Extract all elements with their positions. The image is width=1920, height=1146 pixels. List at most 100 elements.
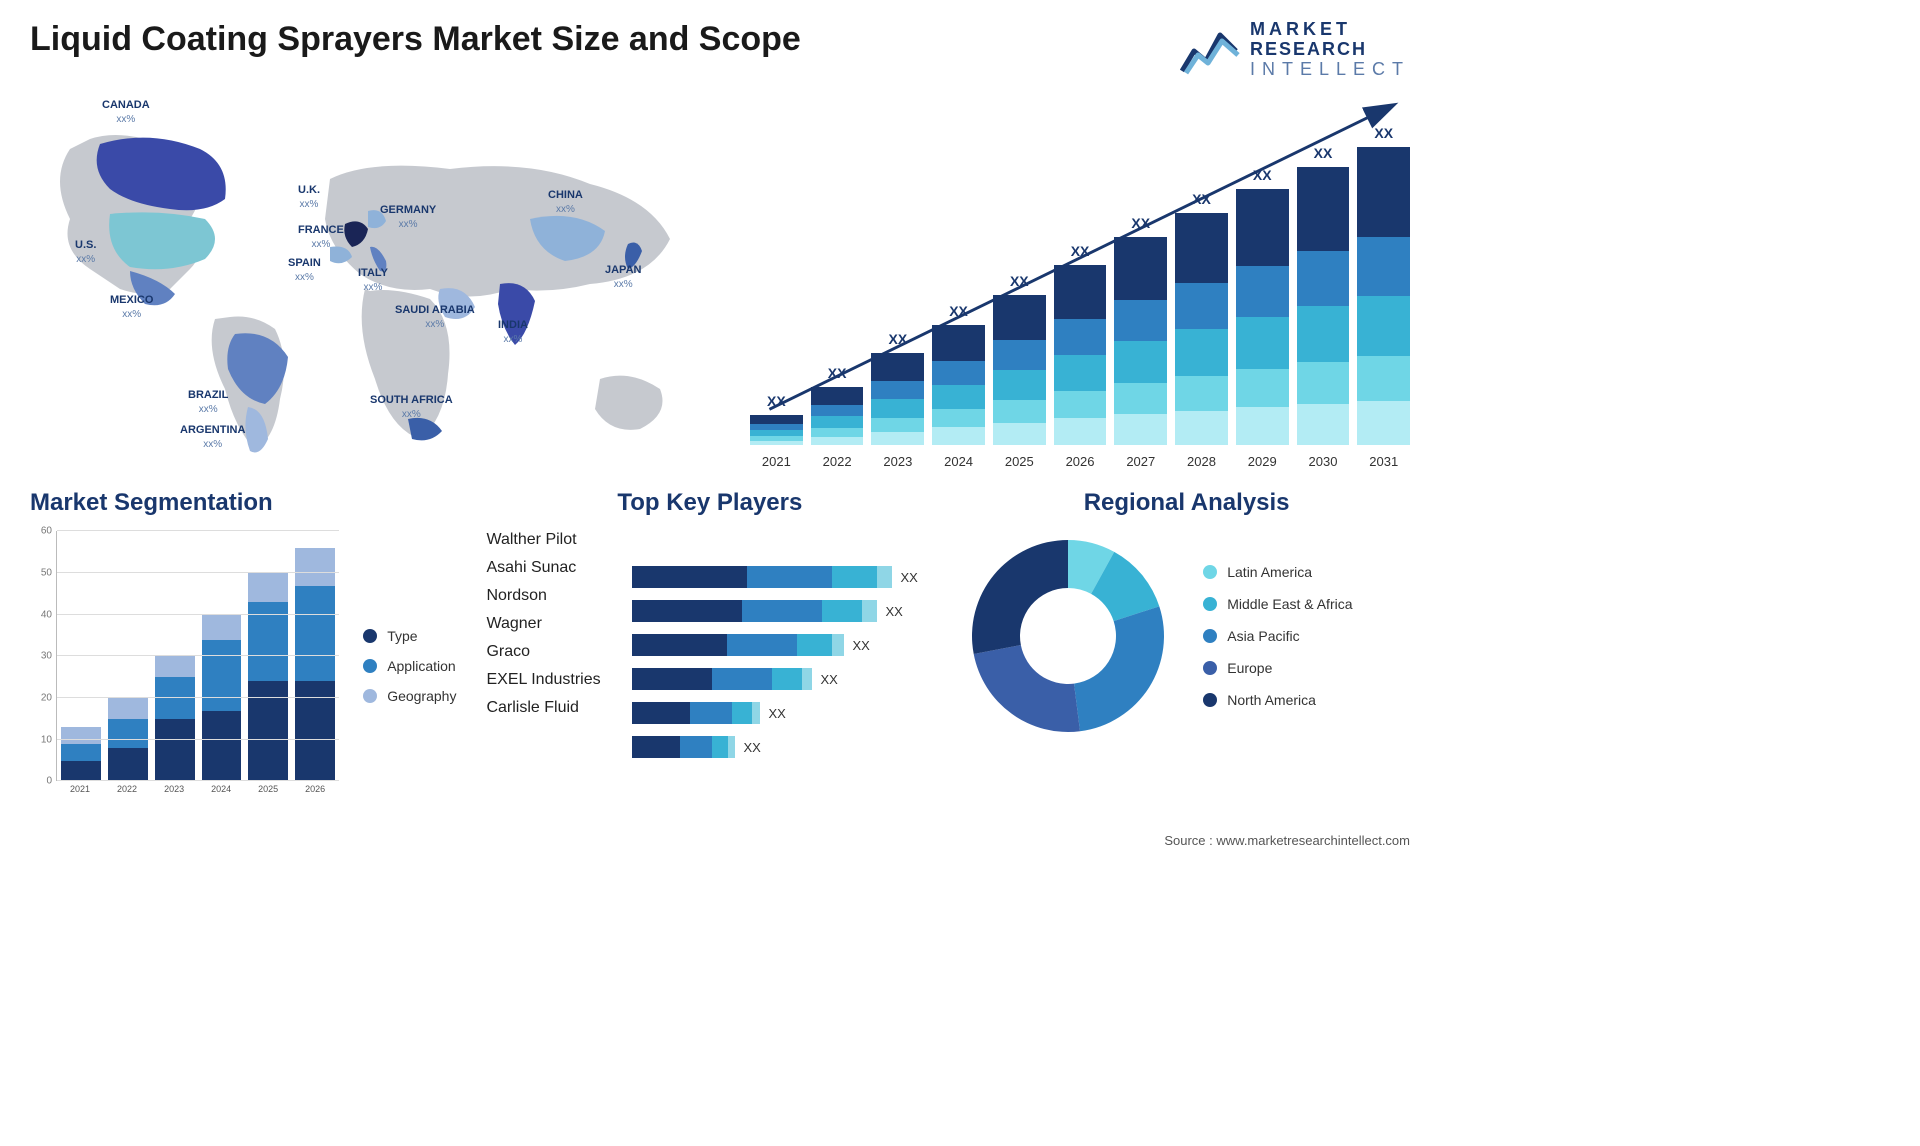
key-players-bars: XX XX XX XX XX XX xyxy=(632,565,933,759)
kp-bar-row: XX xyxy=(632,667,933,691)
logo-icon xyxy=(1180,23,1240,77)
growth-bar-label: XX xyxy=(1131,215,1150,231)
growth-xtick: 2028 xyxy=(1175,454,1228,469)
legend-item: Type xyxy=(363,628,456,644)
growth-bar: XX xyxy=(811,365,864,445)
seg-ytick: 0 xyxy=(46,776,52,787)
segmentation-chart: 0102030405060 xyxy=(30,531,339,781)
growth-bar: XX xyxy=(1236,167,1289,445)
map-label: FRANCExx% xyxy=(298,224,344,250)
key-players-panel: Top Key Players Walther PilotAsahi Sunac… xyxy=(486,489,933,801)
map-label: SAUDI ARABIAxx% xyxy=(395,304,475,330)
growth-xtick: 2024 xyxy=(932,454,985,469)
map-label: CHINAxx% xyxy=(548,189,583,215)
growth-bar-label: XX xyxy=(949,303,968,319)
growth-bar: XX xyxy=(750,393,803,445)
legend-item: Asia Pacific xyxy=(1203,628,1352,644)
growth-bar-label: XX xyxy=(767,393,786,409)
kp-name: Walther Pilot xyxy=(486,531,616,549)
seg-xtick: 2026 xyxy=(295,781,335,801)
kp-name: Nordson xyxy=(486,587,616,605)
map-label: GERMANYxx% xyxy=(380,204,436,230)
growth-bar-label: XX xyxy=(1253,167,1272,183)
regional-title: Regional Analysis xyxy=(963,489,1410,517)
map-label: BRAZILxx% xyxy=(188,389,228,415)
regional-donut xyxy=(963,531,1173,741)
logo-text-3: INTELLECT xyxy=(1250,60,1410,80)
map-label: JAPANxx% xyxy=(605,264,641,290)
segmentation-panel: Market Segmentation 0102030405060 2021 20… xyxy=(30,489,456,801)
kp-name: EXEL Industries xyxy=(486,671,616,689)
growth-xtick: 2031 xyxy=(1357,454,1410,469)
legend-item: Geography xyxy=(363,688,456,704)
growth-bar-label: XX xyxy=(1314,145,1333,161)
kp-bar-row: XX xyxy=(632,735,933,759)
seg-xtick: 2025 xyxy=(248,781,288,801)
growth-xtick: 2025 xyxy=(993,454,1046,469)
map-label: U.K.xx% xyxy=(298,184,320,210)
kp-bar-label: XX xyxy=(900,570,917,585)
top-row: CANADAxx%U.S.xx%MEXICOxx%BRAZILxx%ARGENT… xyxy=(0,89,1440,469)
bottom-row: Market Segmentation 0102030405060 2021 20… xyxy=(0,469,1440,811)
key-players-title: Top Key Players xyxy=(486,489,933,517)
kp-bar-label: XX xyxy=(885,604,902,619)
donut-slice xyxy=(972,540,1068,654)
kp-bar-label: XX xyxy=(820,672,837,687)
seg-xtick: 2024 xyxy=(201,781,241,801)
legend-item: Europe xyxy=(1203,660,1352,676)
seg-ytick: 20 xyxy=(41,693,52,704)
map-label: INDIAxx% xyxy=(498,319,528,345)
kp-name: Carlisle Fluid xyxy=(486,699,616,717)
regional-panel: Regional Analysis Latin AmericaMiddle Ea… xyxy=(963,489,1410,801)
growth-bar-label: XX xyxy=(1010,273,1029,289)
header: Liquid Coating Sprayers Market Size and … xyxy=(0,0,1440,89)
growth-xtick: 2023 xyxy=(871,454,924,469)
growth-bar: XX xyxy=(1357,125,1410,445)
growth-xtick: 2030 xyxy=(1297,454,1350,469)
page-title: Liquid Coating Sprayers Market Size and … xyxy=(30,20,801,59)
seg-bar xyxy=(61,727,101,781)
seg-bar xyxy=(295,548,335,781)
kp-bar-row: XX xyxy=(632,633,933,657)
growth-bar: XX xyxy=(1297,145,1350,445)
donut-slice xyxy=(974,645,1080,732)
seg-bar xyxy=(202,615,242,782)
legend-item: Application xyxy=(363,658,456,674)
donut-slice xyxy=(1074,607,1164,732)
segmentation-legend: Type Application Geography xyxy=(339,531,456,801)
legend-item: North America xyxy=(1203,692,1352,708)
seg-xtick: 2022 xyxy=(107,781,147,801)
seg-bar xyxy=(155,656,195,781)
kp-bar-label: XX xyxy=(768,706,785,721)
source-text: Source : www.marketresearchintellect.com xyxy=(1164,833,1410,848)
growth-bar-label: XX xyxy=(888,331,907,347)
segmentation-title: Market Segmentation xyxy=(30,489,456,517)
growth-bar: XX xyxy=(993,273,1046,445)
map-label: ARGENTINAxx% xyxy=(180,424,245,450)
seg-xtick: 2021 xyxy=(60,781,100,801)
logo-text-2: RESEARCH xyxy=(1250,40,1410,60)
logo-text-1: MARKET xyxy=(1250,20,1410,40)
map-label: U.S.xx% xyxy=(75,239,96,265)
kp-bar-row: XX xyxy=(632,565,933,589)
growth-xtick: 2022 xyxy=(811,454,864,469)
kp-bar-row: XX xyxy=(632,701,933,725)
seg-xtick: 2023 xyxy=(154,781,194,801)
kp-bar-row: XX xyxy=(632,599,933,623)
map-label: SOUTH AFRICAxx% xyxy=(370,394,453,420)
growth-bar: XX xyxy=(932,303,985,445)
seg-ytick: 50 xyxy=(41,568,52,579)
legend-item: Middle East & Africa xyxy=(1203,596,1352,612)
kp-name: Wagner xyxy=(486,615,616,633)
growth-xtick: 2029 xyxy=(1236,454,1289,469)
growth-bar: XX xyxy=(1114,215,1167,445)
seg-ytick: 60 xyxy=(41,526,52,537)
growth-bar-label: XX xyxy=(1192,191,1211,207)
kp-name: Graco xyxy=(486,643,616,661)
growth-bar: XX xyxy=(1054,243,1107,445)
growth-xtick: 2021 xyxy=(750,454,803,469)
growth-bar-label: XX xyxy=(828,365,847,381)
map-label: CANADAxx% xyxy=(102,99,150,125)
logo: MARKET RESEARCH INTELLECT xyxy=(1180,20,1410,79)
key-players-names: Walther PilotAsahi SunacNordsonWagnerGra… xyxy=(486,531,616,759)
